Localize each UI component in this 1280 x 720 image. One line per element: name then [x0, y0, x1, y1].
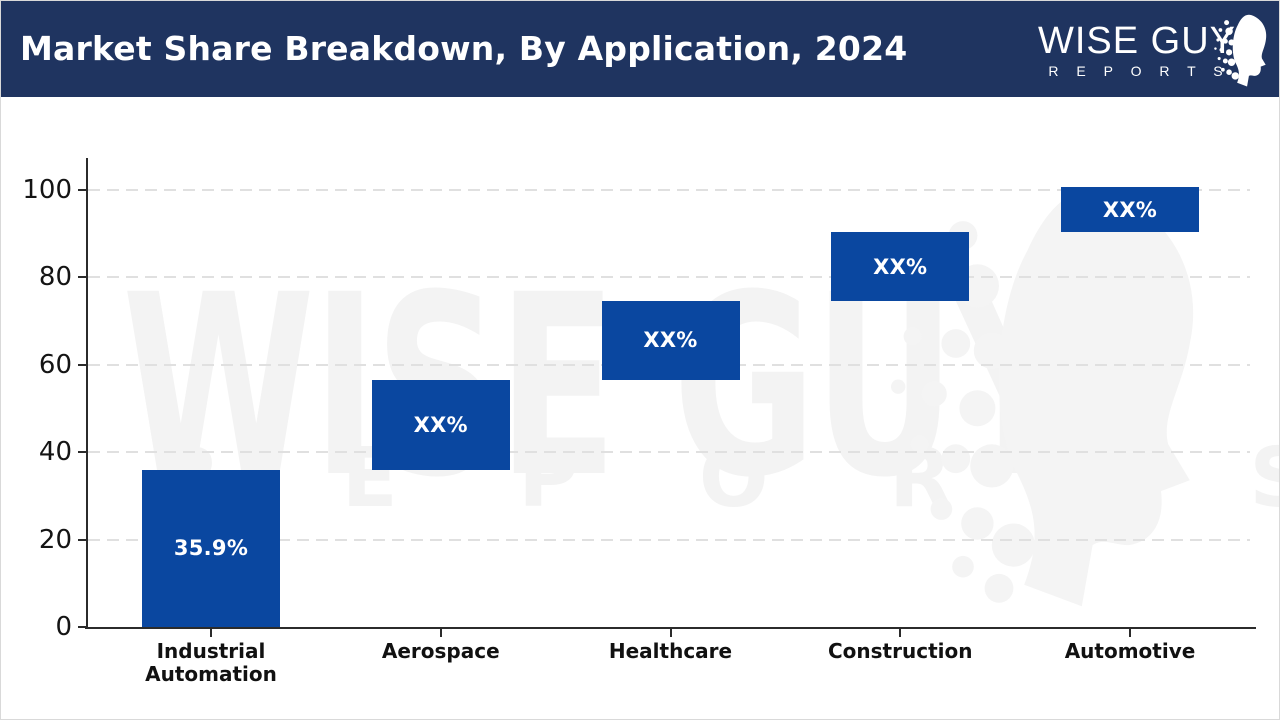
- y-axis-tick: [78, 538, 86, 541]
- brand-logo: WISE GUY R E P O R T S: [1006, 6, 1267, 92]
- logo-wordmark: WISE GUY: [1038, 20, 1237, 62]
- bar-value-label: XX%: [413, 412, 468, 437]
- page-title: Market Share Breakdown, By Application, …: [20, 29, 908, 68]
- y-axis-tick-label: 20: [38, 524, 72, 555]
- y-axis-tick: [78, 363, 86, 366]
- bar: 35.9%: [142, 469, 280, 627]
- x-axis-category-label: Automotive: [1064, 639, 1196, 663]
- logo-text: WISE GUY R E P O R T S: [1038, 20, 1237, 79]
- y-axis-gridline: [88, 188, 1250, 191]
- x-axis-category-label: Industrial Automation: [145, 639, 277, 686]
- bar-value-label: XX%: [643, 328, 698, 353]
- y-axis-tick-label: 0: [55, 612, 72, 642]
- x-axis-tick: [1129, 629, 1131, 637]
- y-axis-tick: [78, 188, 86, 191]
- y-axis-tick: [78, 276, 86, 278]
- bar: XX%: [371, 379, 510, 470]
- watermark-face-dots-icon: [891, 190, 1194, 607]
- bar-value-label: 35.9%: [173, 536, 249, 561]
- bar: XX%: [831, 231, 970, 302]
- y-axis-tick: [78, 626, 86, 628]
- y-axis-spine: [86, 158, 88, 629]
- y-axis-tick: [78, 451, 86, 453]
- logo-face-dots-icon: [1214, 14, 1267, 87]
- watermark-text-line1: WISE GUY: [122, 241, 1080, 532]
- x-axis-tick: [439, 629, 442, 637]
- x-axis-category-label: Construction: [828, 639, 973, 663]
- x-axis-category-label: Healthcare: [608, 639, 733, 663]
- bar: XX%: [1061, 187, 1199, 232]
- x-axis-category-label: Aerospace: [381, 639, 500, 663]
- bar-value-label: XX%: [1102, 197, 1158, 222]
- x-axis-tick: [669, 629, 672, 637]
- x-axis-tick: [210, 629, 212, 637]
- x-axis-tick: [899, 629, 902, 637]
- y-axis-gridline: [88, 538, 1250, 541]
- x-axis-spine: [85, 627, 1256, 629]
- header-bar: Market Share Breakdown, By Application, …: [0, 0, 1280, 97]
- y-axis-tick-label: 100: [22, 174, 72, 205]
- bar: XX%: [601, 301, 740, 380]
- y-axis-tick-label: 60: [38, 349, 72, 380]
- y-axis-tick-label: 80: [38, 262, 72, 292]
- logo-subtitle: R E P O R T S: [1048, 62, 1230, 79]
- y-axis-gridline: [88, 276, 1250, 278]
- bar-value-label: XX%: [873, 254, 928, 279]
- y-axis-tick-label: 40: [38, 437, 72, 467]
- y-axis-gridline: [88, 451, 1250, 453]
